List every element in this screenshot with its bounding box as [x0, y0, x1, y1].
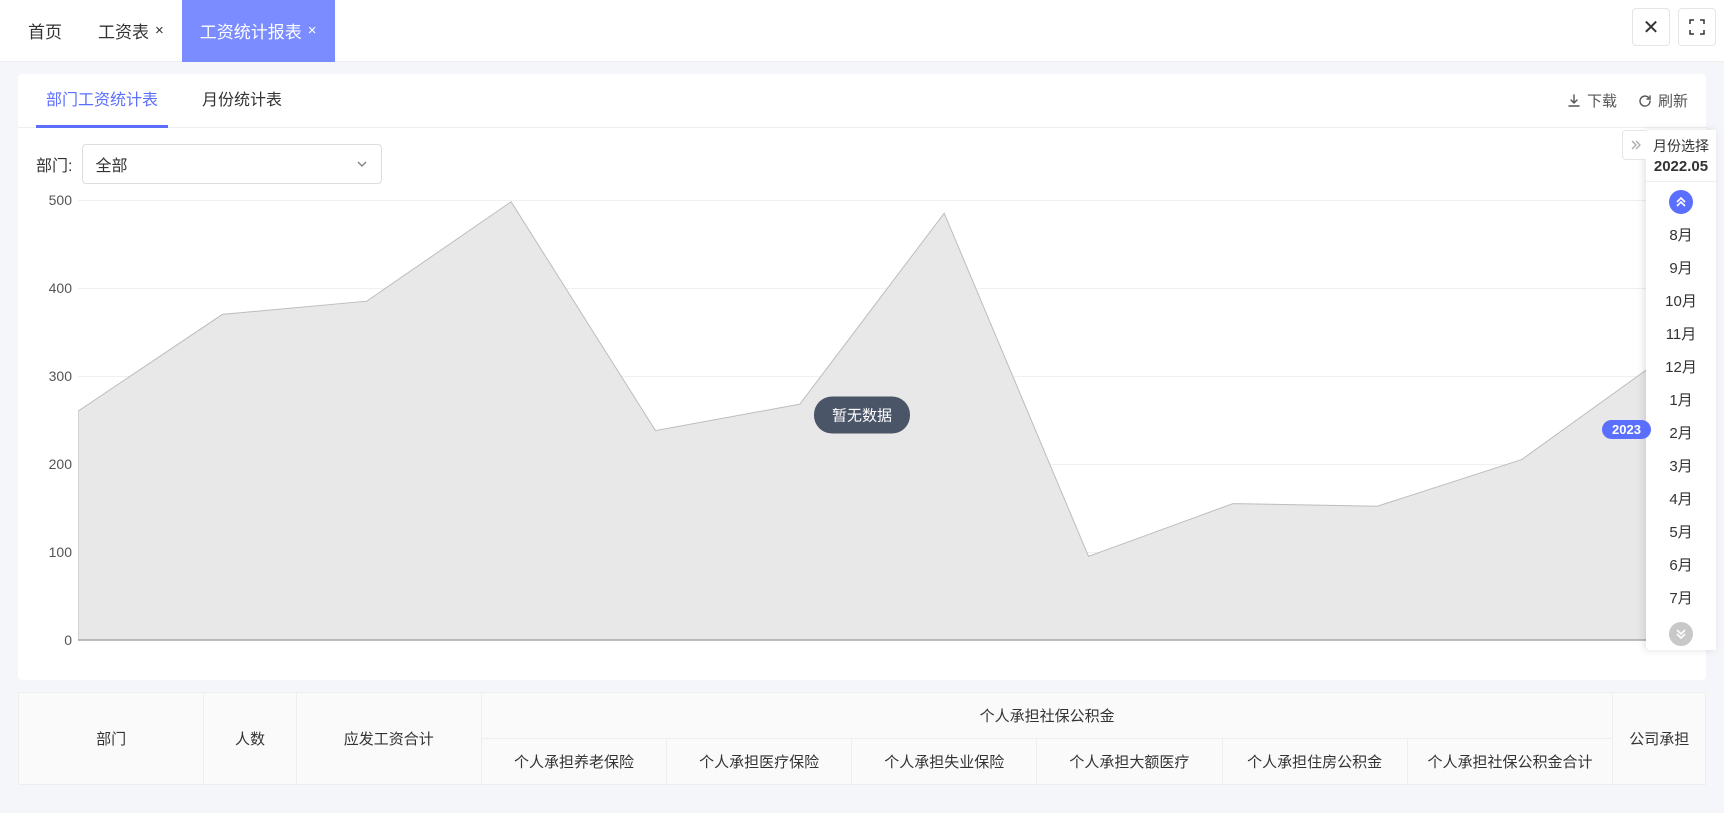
summary-table: 部门人数应发工资合计个人承担社保公积金公司承担个人承担养老保险个人承担医疗保险个…: [18, 692, 1706, 785]
close-icon[interactable]: ×: [155, 22, 164, 39]
month-scroll-down[interactable]: [1669, 622, 1693, 646]
y-axis-tick: 500: [38, 192, 72, 208]
table-header: 个人承担大额医疗: [1037, 739, 1222, 785]
sub-tab-label: 月份统计表: [202, 92, 282, 109]
filter-row: 部门: 全部: [18, 128, 1706, 190]
month-panel: 月份选择 2022.05 8月9月10月11月12月1月2月3月4月5月6月7月…: [1646, 130, 1716, 650]
chevron-up-double-icon: [1675, 196, 1687, 208]
no-data-badge: 暂无数据: [814, 397, 910, 434]
refresh-icon: [1637, 93, 1653, 109]
y-axis-tick: 400: [38, 280, 72, 296]
month-item[interactable]: 11月: [1646, 317, 1716, 350]
chevron-down-double-icon: [1675, 628, 1687, 640]
table-header: 个人承担社保公积金合计: [1407, 739, 1613, 785]
fullscreen-button[interactable]: [1678, 8, 1716, 46]
sub-tab-label: 部门工资统计表: [46, 92, 158, 109]
y-axis-tick: 200: [38, 456, 72, 472]
month-item[interactable]: 12月: [1646, 350, 1716, 383]
chart-area: 0 100 200 300 400 500 暂无数据: [18, 190, 1706, 680]
y-axis-tick: 0: [38, 632, 72, 648]
top-tab-bar: 首页 工资表 × 工资统计报表 ×: [0, 0, 1724, 62]
table-header: 应发工资合计: [296, 693, 481, 785]
dept-select-value: 全部: [95, 152, 127, 176]
refresh-button[interactable]: 刷新: [1637, 90, 1688, 111]
top-tab-home[interactable]: 首页: [10, 0, 80, 62]
month-item[interactable]: 2月: [1646, 416, 1716, 449]
y-axis-tick: 100: [38, 544, 72, 560]
month-scroll-up[interactable]: [1669, 190, 1693, 214]
table-header: 部门: [19, 693, 204, 785]
top-tab-label: 首页: [28, 18, 62, 43]
table-header: 个人承担社保公积金: [481, 693, 1613, 739]
month-item[interactable]: 5月: [1646, 515, 1716, 548]
fullscreen-icon: [1688, 18, 1706, 36]
sub-tab-bar: 部门工资统计表 月份统计表 下载 刷新: [18, 74, 1706, 128]
table-header: 人数: [204, 693, 297, 785]
table-header: 个人承担住房公积金: [1222, 739, 1407, 785]
table-header: 个人承担养老保险: [481, 739, 666, 785]
month-item[interactable]: 7月: [1646, 581, 1716, 614]
month-panel-collapse[interactable]: [1622, 130, 1646, 160]
chevron-right-double-icon: [1629, 139, 1641, 151]
top-tab-salary[interactable]: 工资表 ×: [80, 0, 182, 62]
top-tab-label: 工资统计报表: [200, 18, 302, 43]
month-item[interactable]: 8月: [1646, 218, 1716, 251]
close-all-tabs-button[interactable]: ✕: [1632, 8, 1670, 46]
refresh-label: 刷新: [1658, 90, 1688, 111]
sub-tab-dept-salary[interactable]: 部门工资统计表: [36, 74, 168, 128]
month-panel-title: 月份选择: [1646, 130, 1716, 158]
chevron-down-icon: [355, 157, 369, 171]
month-item[interactable]: 10月: [1646, 284, 1716, 317]
table-header: 个人承担失业保险: [852, 739, 1037, 785]
y-axis-tick: 300: [38, 368, 72, 384]
download-button[interactable]: 下载: [1566, 90, 1617, 111]
table-header: 个人承担医疗保险: [667, 739, 852, 785]
month-item[interactable]: 3月: [1646, 449, 1716, 482]
month-item[interactable]: 6月: [1646, 548, 1716, 581]
table-header: 公司承担: [1613, 693, 1706, 785]
close-icon[interactable]: ×: [308, 22, 317, 39]
top-tab-label: 工资表: [98, 18, 149, 43]
month-item[interactable]: 9月: [1646, 251, 1716, 284]
year-badge: 2023: [1602, 420, 1651, 439]
month-item[interactable]: 1月: [1646, 383, 1716, 416]
filter-label: 部门:: [36, 152, 72, 176]
month-item[interactable]: 4月: [1646, 482, 1716, 515]
sub-tab-month-stat[interactable]: 月份统计表: [192, 74, 292, 128]
dept-select[interactable]: 全部: [82, 144, 382, 184]
download-icon: [1566, 93, 1582, 109]
download-label: 下载: [1587, 90, 1617, 111]
top-tab-salary-report[interactable]: 工资统计报表 ×: [182, 0, 335, 62]
month-panel-current: 2022.05: [1646, 158, 1716, 182]
